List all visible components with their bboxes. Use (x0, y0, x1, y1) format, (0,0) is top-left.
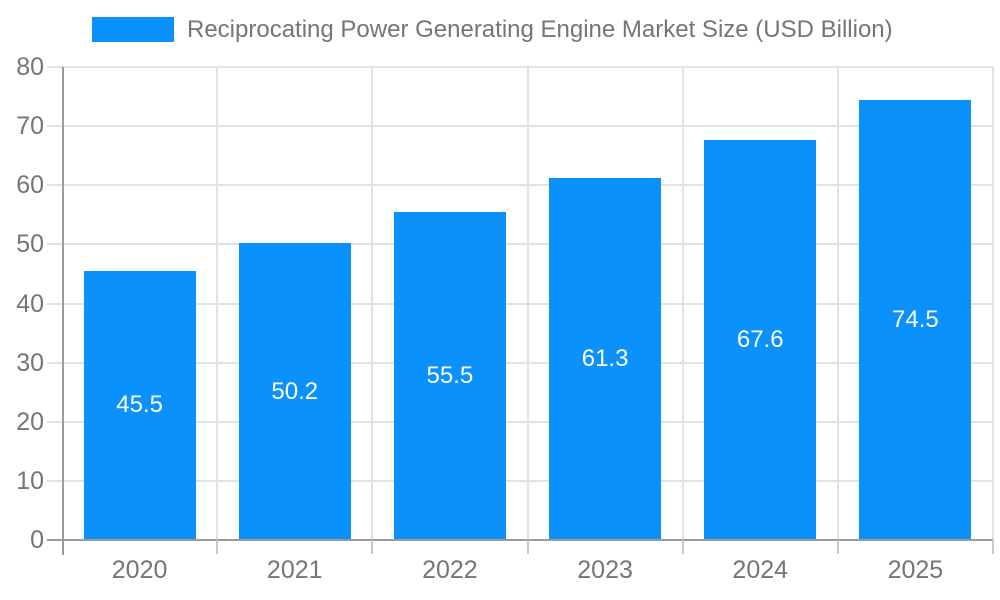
x-axis-category-label: 2024 (732, 556, 789, 584)
x-axis-tick (216, 540, 219, 554)
y-axis-tick-label: 10 (16, 466, 44, 495)
x-axis-category-label: 2022 (422, 556, 478, 584)
bar-value-label: 61.3 (581, 344, 629, 372)
x-axis-line (47, 539, 993, 541)
x-axis-tick (681, 540, 684, 554)
y-axis-tick-label: 50 (16, 230, 44, 259)
bar[interactable]: 45.5 (83, 270, 196, 540)
y-axis-line (62, 67, 64, 555)
bar-value-label: 67.6 (736, 326, 784, 354)
legend-series-label: Reciprocating Power Generating Engine Ma… (187, 15, 893, 43)
bar[interactable]: 67.6 (704, 140, 817, 540)
x-gridline (992, 67, 994, 540)
x-axis-tick (836, 540, 839, 554)
y-axis-tick-label: 30 (16, 348, 44, 377)
x-axis-tick (371, 540, 374, 554)
plot-area: 0 10 20 30 40 50 60 70 80 45.5 50.2 55.5 61.3 67.6 74.… (16, 54, 994, 584)
y-axis-tick-label: 40 (16, 289, 44, 318)
legend-swatch (92, 17, 174, 42)
x-axis-category-label: 2021 (266, 556, 323, 584)
x-axis-category-label: 2020 (111, 556, 168, 584)
y-axis-tick-label: 60 (16, 171, 44, 200)
y-gridline (47, 420, 993, 423)
x-gridline (526, 67, 529, 540)
y-gridline (47, 302, 993, 305)
y-gridline (47, 184, 993, 187)
chart-legend: Reciprocating Power Generating Engine Ma… (92, 16, 893, 43)
y-gridline (47, 243, 993, 246)
y-gridline (47, 125, 993, 128)
x-axis-category-label: 2025 (887, 556, 944, 584)
bar-value-label: 45.5 (116, 391, 163, 419)
bar[interactable]: 74.5 (859, 99, 972, 540)
bar-value-label: 55.5 (426, 361, 474, 389)
y-gridline (47, 66, 993, 68)
y-axis-tick-label: 0 (30, 526, 44, 554)
y-axis-tick-label: 20 (16, 407, 44, 436)
x-axis-tick (992, 540, 994, 554)
y-gridline (47, 479, 993, 482)
x-gridline (836, 67, 839, 540)
x-axis-tick (526, 540, 529, 554)
x-gridline (216, 67, 219, 540)
bar-value-label: 50.2 (271, 377, 319, 405)
bar-value-label: 74.5 (892, 305, 939, 333)
x-gridline (371, 67, 374, 540)
y-gridline (47, 361, 993, 364)
bar[interactable]: 55.5 (393, 211, 506, 540)
x-axis-category-label: 2023 (577, 556, 633, 584)
x-gridline (681, 67, 684, 540)
y-axis-tick-label: 80 (16, 53, 44, 81)
bar[interactable]: 50.2 (238, 243, 351, 540)
bar[interactable]: 61.3 (549, 177, 662, 540)
y-axis-tick-label: 70 (16, 112, 44, 141)
